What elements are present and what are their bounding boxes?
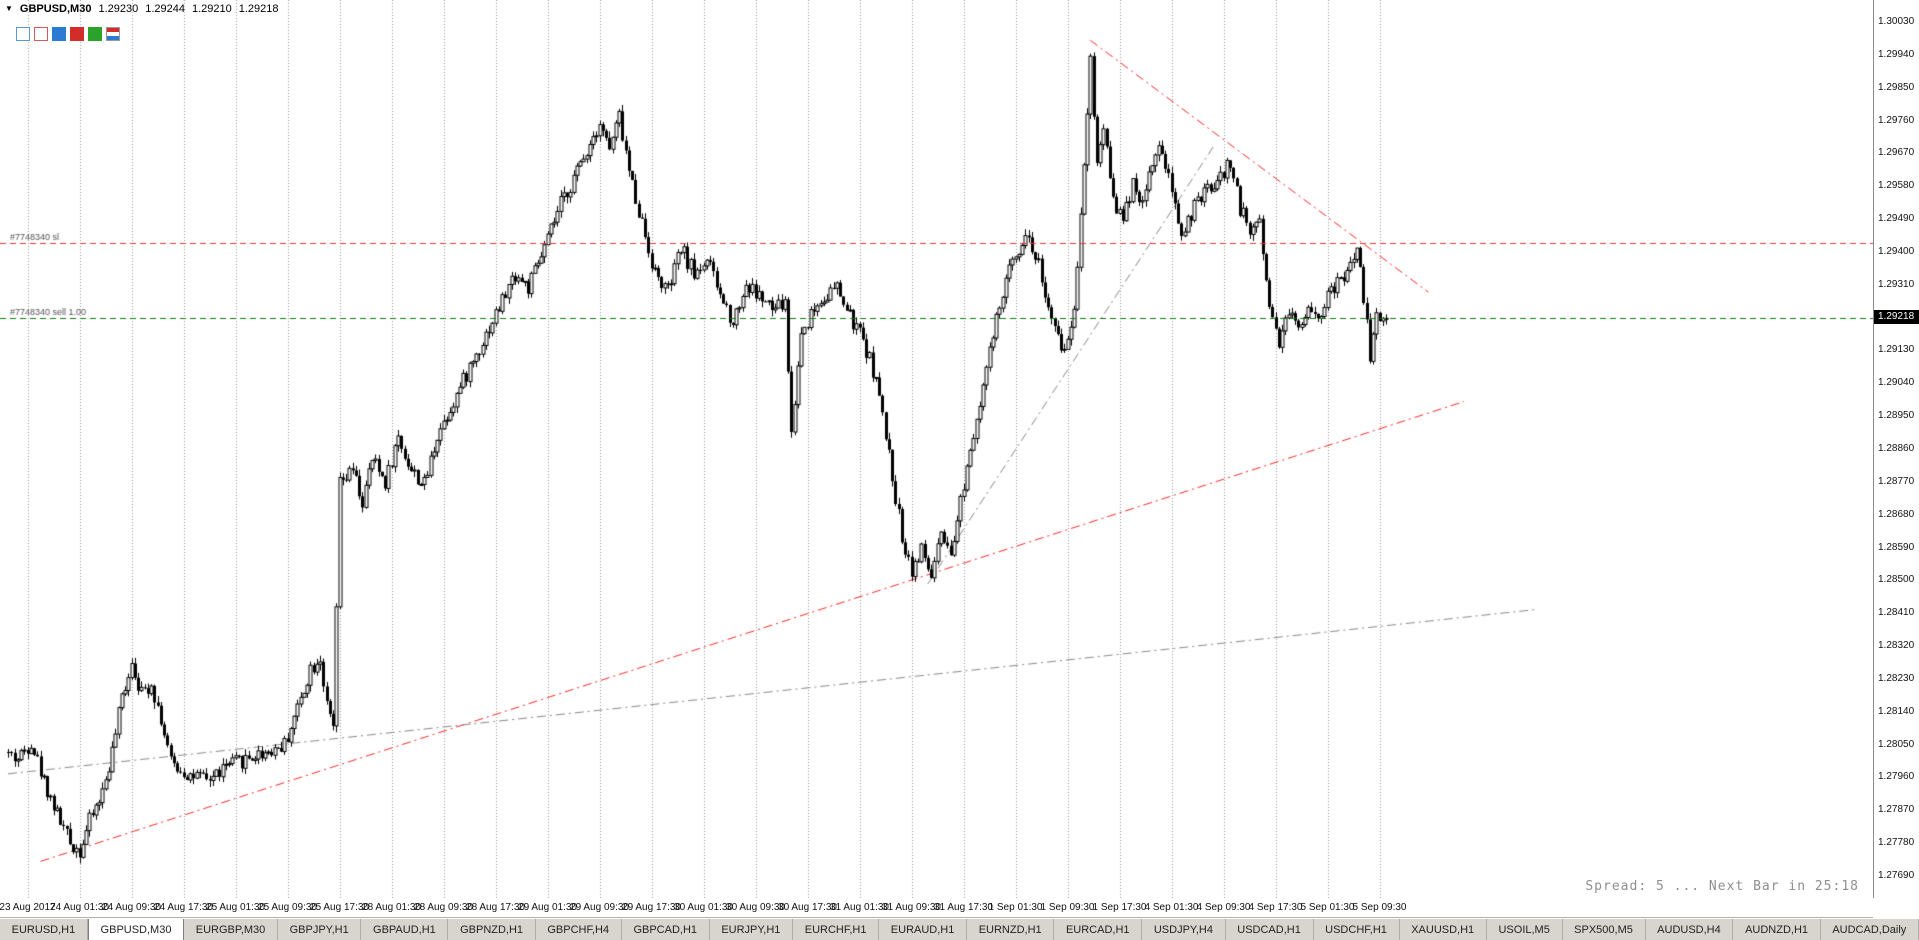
time-axis-label: 28 Aug 17:30 <box>466 902 525 913</box>
collapse-triangle-icon[interactable]: ▼ <box>5 4 13 13</box>
chart-tabs-bar: EURUSD,H1 GBPUSD,M30 EURGBP,M30 GBPJPY,H1 GB… <box>0 919 1919 940</box>
price-axis-label: 1.29310 <box>1878 278 1915 290</box>
time-axis-label: 25 Aug 17:30 <box>310 902 369 913</box>
ohlc-high-value: 1.29244 <box>145 3 185 15</box>
symbol-timeframe-label: GBPUSD,M30 <box>19 3 92 15</box>
symbol-tab-eurgbp-m30[interactable]: EURGBP,M30 <box>184 919 278 940</box>
symbol-tab-usoil-m5[interactable]: USOIL,M5 <box>1486 919 1563 940</box>
time-axis-label: 25 Aug 01:30 <box>206 902 265 913</box>
time-axis-label: 28 Aug 01:30 <box>362 902 421 913</box>
symbol-tab-euraud-h1[interactable]: EURAUD,H1 <box>879 919 968 940</box>
price-axis-label: 1.29490 <box>1878 213 1915 225</box>
symbol-tab-gbpnzd-h1[interactable]: GBPNZD,H1 <box>448 919 536 940</box>
time-axis-label: 28 Aug 09:30 <box>414 902 473 913</box>
symbol-tab-audnzd-h1[interactable]: AUDNZD,H1 <box>1733 919 1821 940</box>
red-swatch-icon[interactable] <box>70 27 84 41</box>
symbol-tab-gbpusd-m30[interactable]: GBPUSD,M30 <box>87 919 185 940</box>
price-axis-label: 1.29670 <box>1878 147 1915 159</box>
price-axis-label: 1.27960 <box>1878 771 1915 783</box>
time-axis-label: 30 Aug 17:30 <box>778 902 837 913</box>
symbol-tab-eurchf-h1[interactable]: EURCHF,H1 <box>793 919 880 940</box>
spread-nextbar-status: Spread: 5 ... Next Bar in 25:18 <box>1585 879 1859 894</box>
symbol-tab-audcad-daily[interactable]: AUDCAD,Daily <box>1820 919 1919 940</box>
time-axis[interactable]: 23 Aug 2017 24 Aug 01:30 24 Aug 09:30 24 Au… <box>0 899 1873 918</box>
symbol-tab-gbpaud-h1[interactable]: GBPAUD,H1 <box>361 919 449 940</box>
time-axis-label: 24 Aug 09:30 <box>102 902 161 913</box>
symbol-tab-usdchf-h1[interactable]: USDCHF,H1 <box>1313 919 1400 940</box>
time-axis-label: 29 Aug 17:30 <box>622 902 681 913</box>
symbol-tab-eurnzd-h1[interactable]: EURNZD,H1 <box>967 919 1055 940</box>
price-axis-label: 1.29940 <box>1878 48 1915 60</box>
toolbar-swatches <box>16 27 120 41</box>
price-axis-label: 1.28950 <box>1878 410 1915 422</box>
price-axis[interactable]: 1.29218 1.30030 1.29940 1.29850 1.29760 1.29… <box>1873 0 1919 898</box>
time-axis-label: 25 Aug 09:30 <box>258 902 317 913</box>
time-axis-label: 31 Aug 01:30 <box>830 902 889 913</box>
price-axis-label: 1.28770 <box>1878 475 1915 487</box>
symbol-tab-eurcad-h1[interactable]: EURCAD,H1 <box>1054 919 1143 940</box>
price-axis-label: 1.28410 <box>1878 607 1915 619</box>
time-axis-label: 24 Aug 01:30 <box>50 902 109 913</box>
price-axis-label: 1.27780 <box>1878 837 1915 849</box>
time-axis-label: 31 Aug 09:30 <box>882 902 941 913</box>
price-axis-label: 1.28590 <box>1878 541 1915 553</box>
price-axis-label: 1.28500 <box>1878 574 1915 586</box>
time-axis-label: 29 Aug 09:30 <box>570 902 629 913</box>
time-axis-label: 24 Aug 17:30 <box>154 902 213 913</box>
symbol-info-overlay: ▼ GBPUSD,M30 1.29230 1.29244 1.29210 1.2… <box>5 3 279 15</box>
time-axis-label: 4 Sep 01:30 <box>1144 902 1199 913</box>
price-axis-label: 1.27690 <box>1878 870 1915 881</box>
time-axis-label: 23 Aug 2017 <box>0 902 56 913</box>
price-axis-label: 1.29400 <box>1878 245 1915 257</box>
symbol-tab-audusd-h4[interactable]: AUDUSD,H4 <box>1645 919 1734 940</box>
time-axis-label: 1 Sep 09:30 <box>1040 902 1095 913</box>
time-axis-label: 5 Sep 09:30 <box>1352 902 1407 913</box>
symbol-tab-gbpcad-h1[interactable]: GBPCAD,H1 <box>621 919 710 940</box>
blue-swatch-icon[interactable] <box>52 27 66 41</box>
time-axis-label: 1 Sep 01:30 <box>988 902 1043 913</box>
price-axis-label: 1.28680 <box>1878 508 1915 520</box>
price-axis-label: 1.28140 <box>1878 705 1915 717</box>
price-axis-label: 1.28230 <box>1878 672 1915 684</box>
candlestick-chart-canvas[interactable] <box>0 0 1873 898</box>
time-axis-label: 4 Sep 09:30 <box>1196 902 1251 913</box>
time-axis-label: 31 Aug 17:30 <box>934 902 993 913</box>
time-axis-label: 1 Sep 17:30 <box>1092 902 1147 913</box>
symbol-tab-gbpjpy-h1[interactable]: GBPJPY,H1 <box>277 919 362 940</box>
price-axis-label: 1.29760 <box>1878 114 1915 126</box>
time-axis-label: 30 Aug 09:30 <box>726 902 785 913</box>
time-axis-label: 30 Aug 01:30 <box>674 902 733 913</box>
time-axis-label: 29 Aug 01:30 <box>518 902 577 913</box>
price-axis-label: 1.29850 <box>1878 81 1915 93</box>
symbol-tab-usdcad-h1[interactable]: USDCAD,H1 <box>1225 919 1314 940</box>
symbol-tab-spx500-m5[interactable]: SPX500,M5 <box>1562 919 1646 940</box>
symbol-tab-gbpchf-h4[interactable]: GBPCHF,H4 <box>535 919 622 940</box>
outline-blue-swatch-icon[interactable] <box>16 27 30 41</box>
ohlc-low-value: 1.29210 <box>191 3 232 15</box>
ohlc-open-value: 1.29230 <box>98 3 139 15</box>
price-axis-label: 1.30030 <box>1878 16 1915 27</box>
flag-swatch-icon[interactable] <box>106 27 120 41</box>
symbol-tab-usdjpy-h4[interactable]: USDJPY,H4 <box>1142 919 1226 940</box>
price-axis-label: 1.29130 <box>1878 344 1915 356</box>
price-axis-label: 1.28050 <box>1878 738 1915 750</box>
symbol-tab-eurjpy-h1[interactable]: EURJPY,H1 <box>709 919 794 940</box>
time-axis-label: 5 Sep 01:30 <box>1300 902 1355 913</box>
current-price-tag: 1.29218 <box>1874 310 1919 325</box>
price-axis-label: 1.28860 <box>1878 443 1915 454</box>
price-axis-label: 1.28320 <box>1878 640 1915 652</box>
price-axis-label: 1.29580 <box>1878 180 1915 192</box>
outline-red-swatch-icon[interactable] <box>34 27 48 41</box>
price-axis-label: 1.27870 <box>1878 804 1915 816</box>
symbol-tab-eurusd-h1[interactable]: EURUSD,H1 <box>0 919 88 940</box>
green-swatch-icon[interactable] <box>88 27 102 41</box>
time-axis-label: 4 Sep 17:30 <box>1248 902 1303 913</box>
chart-plot-area[interactable]: ▼ GBPUSD,M30 1.29230 1.29244 1.29210 1.2… <box>0 0 1873 898</box>
ohlc-close-value: 1.29218 <box>238 3 279 15</box>
symbol-tab-xauusd-h1[interactable]: XAUUSD,H1 <box>1399 919 1487 940</box>
price-axis-label: 1.29040 <box>1878 377 1915 389</box>
